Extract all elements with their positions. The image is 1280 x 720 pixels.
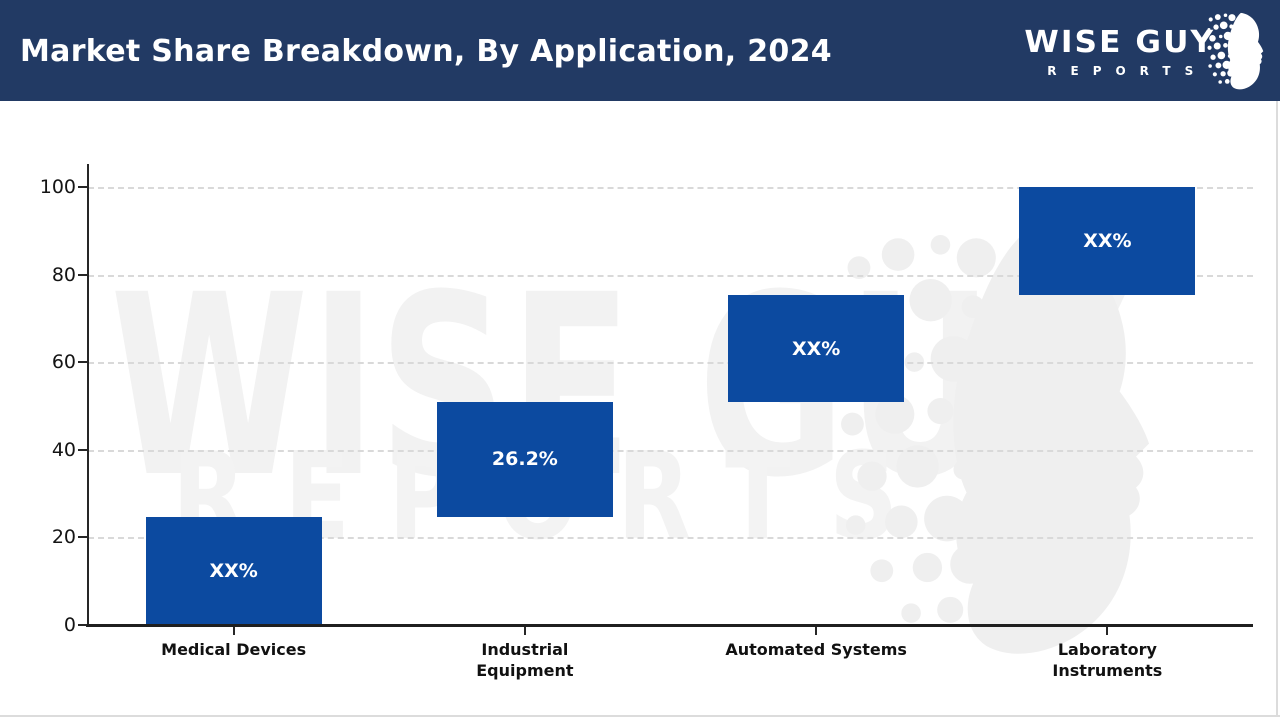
bar-automated-systems: XX%	[728, 295, 905, 403]
x-tick-mark-laboratory-instruments	[1106, 627, 1109, 635]
y-axis-ticks	[78, 186, 87, 626]
x-category-label-medical-devices: Medical Devices	[161, 640, 307, 659]
bar-laboratory-instruments: XX%	[1019, 187, 1196, 296]
brand-subtitle: REPORTS	[1047, 63, 1208, 78]
gridline-40	[88, 449, 1253, 452]
bottom-border	[0, 715, 1280, 717]
x-tick-mark-automated-systems	[815, 627, 818, 635]
x-tick-mark-medical-devices	[232, 627, 235, 635]
brand-name: WISE GUY	[1024, 24, 1216, 60]
x-category-label-automated-systems: Automated Systems	[725, 640, 907, 659]
brand-face-dots-icon	[1207, 12, 1264, 90]
x-tick-mark-industrial-equipment	[523, 627, 526, 635]
watermark-face-dots	[841, 231, 1150, 654]
gridline-60	[88, 362, 1253, 365]
y-tick-label-20: 20	[51, 526, 76, 549]
y-tick-label-60: 60	[51, 351, 76, 374]
gridline-20	[88, 537, 1253, 540]
bar-value-label-automated-systems: XX%	[791, 337, 841, 360]
x-axis-ticks	[88, 627, 1253, 635]
y-tick-mark-80	[78, 273, 87, 276]
x-category-label-laboratory-instruments: Laboratory Instruments	[1052, 640, 1163, 680]
y-axis	[87, 164, 89, 627]
gridline-80	[88, 274, 1253, 277]
bar-value-label-industrial-equipment: 26.2%	[491, 448, 558, 471]
y-axis-labels: 0 20 40 60 80 100	[0, 176, 76, 636]
brand-logo: WISE GUY REPORTS	[1025, 6, 1268, 96]
y-tick-mark-0	[78, 624, 87, 626]
y-tick-mark-60	[78, 361, 87, 364]
x-category-label-industrial-equipment: Industrial Equipment	[476, 640, 574, 680]
plot-area: XX% 26.2% XX% XX%	[88, 187, 1253, 625]
y-tick-label-40: 40	[51, 438, 76, 461]
header-bar: Market Share Breakdown, By Application, …	[0, 0, 1280, 101]
bar-value-label-medical-devices: XX%	[209, 559, 258, 582]
right-border	[1276, 101, 1278, 717]
y-tick-mark-20	[78, 536, 87, 539]
y-tick-label-0: 0	[63, 614, 76, 636]
x-axis	[86, 624, 1253, 627]
y-tick-label-80: 80	[51, 263, 76, 286]
gridline-100	[88, 187, 1253, 189]
y-tick-label-100: 100	[39, 176, 76, 198]
brand-logo-text: WISE GUY REPORTS	[1025, 25, 1214, 78]
bar-industrial-equipment: 26.2%	[436, 402, 613, 517]
bar-medical-devices: XX%	[145, 516, 322, 625]
x-axis-labels: Medical Devices Industrial Equipment Autom…	[88, 640, 1253, 700]
y-tick-mark-100	[78, 186, 87, 188]
y-tick-mark-40	[78, 448, 87, 451]
page-title: Market Share Breakdown, By Application, …	[20, 34, 832, 69]
bar-value-label-laboratory-instruments: XX%	[1083, 230, 1132, 253]
